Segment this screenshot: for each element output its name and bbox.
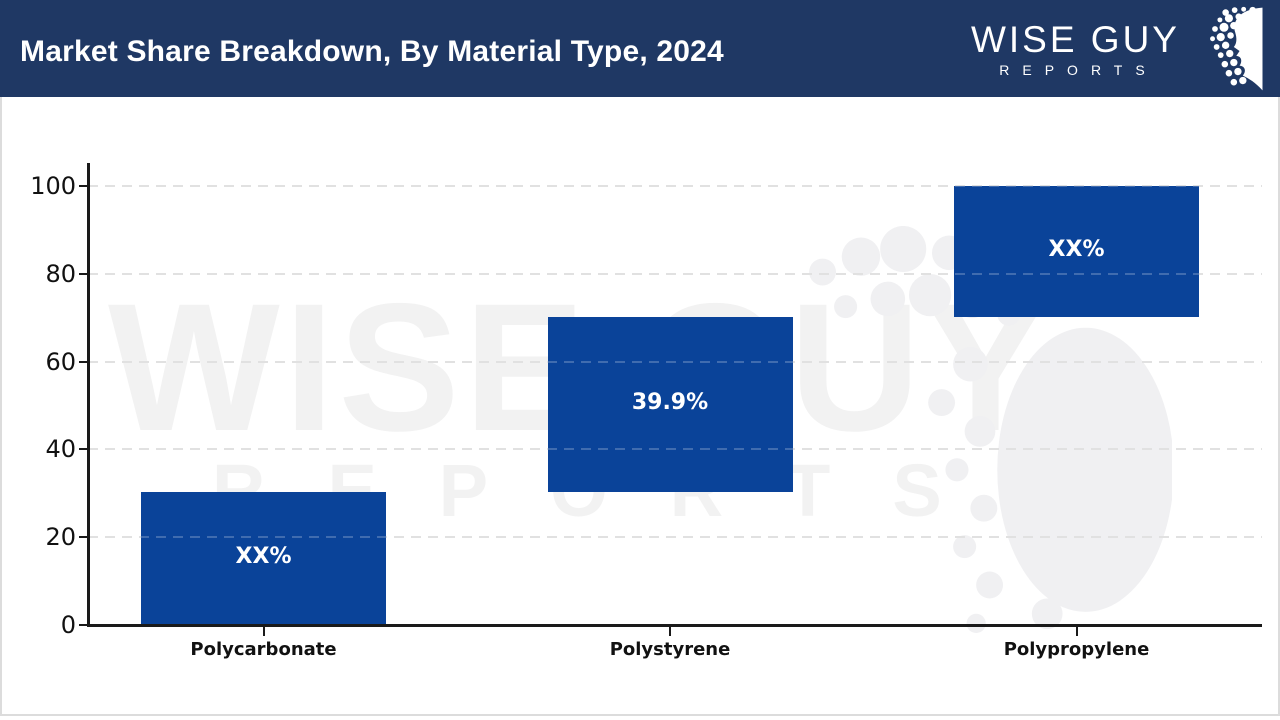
y-tick-80 <box>79 272 88 275</box>
y-tick-20 <box>79 536 88 539</box>
gridline-80 <box>88 272 1262 275</box>
gridline-overlay-80 <box>88 272 1262 275</box>
x-tick-label-polystyrene: Polystyrene <box>609 639 731 660</box>
x-tick-label-polycarbonate: Polycarbonate <box>190 639 337 660</box>
gridline-overlay-40 <box>88 448 1262 451</box>
y-tick-60 <box>79 360 88 363</box>
bar-value-label: XX% <box>235 543 292 569</box>
logo-wordmark: WISE GUY <box>970 19 1180 60</box>
y-tick-label-0: 0 <box>60 611 76 639</box>
bar-polypropylene <box>954 186 1199 318</box>
x-axis-line <box>87 624 1262 627</box>
bar-polycarbonate <box>141 492 386 625</box>
logo-text: WISE GUY REPORTS <box>970 19 1180 79</box>
logo: WISE GUY REPORTS <box>971 6 1266 92</box>
y-tick-label-40: 40 <box>45 435 76 464</box>
gridline-20 <box>88 536 1262 539</box>
y-tick-0 <box>79 624 88 626</box>
bar-value-label: 39.9% <box>631 389 709 415</box>
header-bar: Market Share Breakdown, By Material Type… <box>0 0 1280 97</box>
y-tick-40 <box>79 448 88 451</box>
y-tick-label-100: 100 <box>30 172 76 200</box>
y-tick-label-60: 60 <box>45 347 76 376</box>
y-tick-100 <box>79 185 88 187</box>
gridline-overlay-20 <box>88 536 1262 539</box>
logo-head-icon <box>1210 6 1263 91</box>
x-tick-label-polypropylene: Polypropylene <box>1003 639 1150 660</box>
bar-value-label: XX% <box>1048 236 1105 262</box>
gridline-100 <box>88 185 1262 187</box>
gridline-overlay-60 <box>88 360 1262 363</box>
gridline-overlay-100 <box>88 185 1262 187</box>
y-tick-label-20: 20 <box>45 523 76 552</box>
x-tick-polystyrene <box>669 627 671 636</box>
x-tick-polypropylene <box>1075 627 1078 636</box>
watermark-head-icon <box>809 226 1172 633</box>
chart-title: Market Share Breakdown, By Material Type… <box>20 35 724 68</box>
logo-subtitle: REPORTS <box>999 62 1158 78</box>
y-tick-label-80: 80 <box>45 259 76 288</box>
bar-polystyrene <box>547 317 793 493</box>
x-tick-polycarbonate <box>262 627 265 636</box>
y-axis-line <box>87 163 90 627</box>
